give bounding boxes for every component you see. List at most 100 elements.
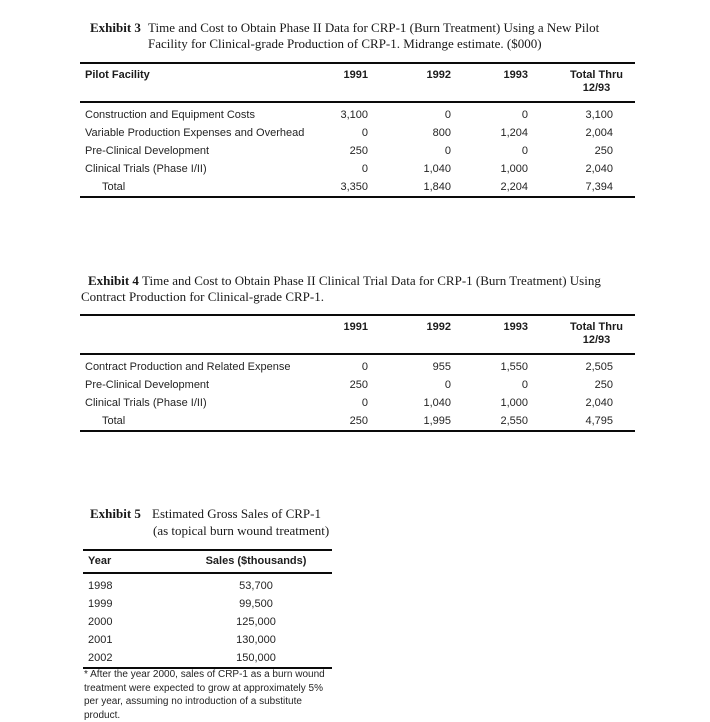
column-header-pilot-facility: Pilot Facility <box>80 63 320 103</box>
table-row: Pre-Clinical Development 250 0 0 250 <box>80 142 635 160</box>
table-row-total: Total 250 1,995 2,550 4,795 <box>80 412 635 431</box>
table-row: Construction and Equipment Costs 3,100 0… <box>80 102 635 124</box>
table-row: Contract Production and Related Expense … <box>80 354 635 376</box>
cell-1991: 3,100 <box>340 109 368 121</box>
column-header-blank <box>80 315 320 355</box>
cell-year: 1999 <box>88 598 113 610</box>
table-row: Pre-Clinical Development 250 0 0 250 <box>80 376 635 394</box>
cell-1992: 800 <box>432 127 451 139</box>
table-row-total: Total 3,350 1,840 2,204 7,394 <box>80 178 635 197</box>
cell-1991: 0 <box>361 397 368 409</box>
cell-1991: 0 <box>361 361 368 373</box>
cell-1991: 0 <box>361 127 368 139</box>
cell-sales: 150,000 <box>236 652 276 664</box>
cell-total: 250 <box>594 145 613 157</box>
cell-1993: 1,000 <box>500 397 528 409</box>
cell-1992: 1,040 <box>423 397 451 409</box>
exhibit3-title-line2: Facility for Clinical-grade Production o… <box>148 36 542 51</box>
cell-1992: 0 <box>444 145 451 157</box>
row-label: Clinical Trials (Phase I/II) <box>85 397 207 409</box>
exhibit5-title-line2: (as topical burn wound treatment) <box>153 523 330 538</box>
column-header-1992: 1992 <box>368 315 451 355</box>
exhibit5-footnote: * After the year 2000, sales of CRP-1 as… <box>84 669 325 721</box>
cell-1991: 0 <box>361 163 368 175</box>
cell-1992: 955 <box>432 361 451 373</box>
cell-total: 2,505 <box>585 361 613 373</box>
cell-1991: 250 <box>349 145 368 157</box>
exhibit3-label: Exhibit 3 <box>90 20 141 35</box>
row-label: Variable Production Expenses and Overhea… <box>85 127 305 139</box>
table-row: Variable Production Expenses and Overhea… <box>80 124 635 142</box>
exhibit4-title-line1: Time and Cost to Obtain Phase II Clinica… <box>142 273 601 288</box>
total-thru-label: Total Thru <box>570 321 623 333</box>
column-header-total-thru: Total Thru 12/93 <box>528 63 635 103</box>
cell-1992: 1,840 <box>423 181 451 193</box>
exhibit3-title-line1: Time and Cost to Obtain Phase II Data fo… <box>148 20 600 35</box>
column-header-year: Year <box>83 550 168 574</box>
table-row: 2001 130,000 <box>83 631 332 649</box>
exhibit4-title-line2: Contract Production for Clinical-grade C… <box>81 289 324 304</box>
cell-1993: 2,550 <box>500 415 528 427</box>
cell-sales: 130,000 <box>236 634 276 646</box>
exhibit4-table: 1991 1992 1993 Total Thru 12/93 Contract… <box>80 314 635 432</box>
table-row: 2000 125,000 <box>83 613 332 631</box>
column-header-1991: 1991 <box>320 315 368 355</box>
cell-sales: 99,500 <box>239 598 273 610</box>
cell-year: 1998 <box>88 580 113 592</box>
row-label: Contract Production and Related Expense <box>85 361 291 373</box>
cell-1992: 0 <box>444 379 451 391</box>
cell-year: 2001 <box>88 634 113 646</box>
cell-sales: 53,700 <box>239 580 273 592</box>
cell-1992: 1,040 <box>423 163 451 175</box>
cell-1993: 0 <box>521 145 528 157</box>
cell-1991: 250 <box>349 415 368 427</box>
cell-1993: 1,204 <box>500 127 528 139</box>
cell-total: 4,795 <box>585 415 613 427</box>
cell-total: 3,100 <box>585 109 613 121</box>
column-header-1993: 1993 <box>451 63 528 103</box>
cell-total: 7,394 <box>585 181 613 193</box>
column-header-total-thru: Total Thru 12/93 <box>528 315 635 355</box>
column-header-1992: 1992 <box>368 63 451 103</box>
row-label: Construction and Equipment Costs <box>85 109 255 121</box>
total-thru-date: 12/93 <box>582 334 611 346</box>
row-label: Total <box>102 181 126 193</box>
exhibit3-header-row: Pilot Facility 1991 1992 1993 Total Thru… <box>80 63 635 103</box>
row-label: Pre-Clinical Development <box>85 145 210 157</box>
cell-total: 2,040 <box>585 163 613 175</box>
exhibit5-header-row: Year Sales ($thousands) <box>83 550 332 574</box>
cell-1993: 1,550 <box>500 361 528 373</box>
cell-1993: 0 <box>521 379 528 391</box>
cell-year: 2000 <box>88 616 113 628</box>
table-row: 1998 53,700 <box>83 573 332 595</box>
cell-1993: 2,204 <box>500 181 528 193</box>
cell-1992: 0 <box>444 109 451 121</box>
table-row: Clinical Trials (Phase I/II) 0 1,040 1,0… <box>80 394 635 412</box>
exhibit5-table: Year Sales ($thousands) 1998 53,700 1999… <box>83 549 332 669</box>
cell-sales: 125,000 <box>236 616 276 628</box>
table-row: Clinical Trials (Phase I/II) 0 1,040 1,0… <box>80 160 635 178</box>
column-header-1993: 1993 <box>451 315 528 355</box>
total-thru-label: Total Thru <box>570 69 623 81</box>
cell-total: 250 <box>594 379 613 391</box>
exhibit5-title-line1: Estimated Gross Sales of CRP-1 <box>152 506 321 521</box>
exhibit4-header-row: 1991 1992 1993 Total Thru 12/93 <box>80 315 635 355</box>
row-label: Total <box>102 415 126 427</box>
cell-1993: 1,000 <box>500 163 528 175</box>
exhibit4-label: Exhibit 4 <box>88 273 139 288</box>
table-row: 2002 150,000 <box>83 649 332 668</box>
total-thru-date: 12/93 <box>582 82 611 94</box>
column-header-sales: Sales ($thousands) <box>168 550 332 574</box>
cell-total: 2,040 <box>585 397 613 409</box>
column-header-1991: 1991 <box>320 63 368 103</box>
table-row: 1999 99,500 <box>83 595 332 613</box>
row-label: Pre-Clinical Development <box>85 379 210 391</box>
cell-year: 2002 <box>88 652 113 664</box>
cell-1992: 1,995 <box>423 415 451 427</box>
cell-1991: 3,350 <box>340 181 368 193</box>
cell-1993: 0 <box>521 109 528 121</box>
row-label: Clinical Trials (Phase I/II) <box>85 163 207 175</box>
exhibit5-label: Exhibit 5 <box>90 506 141 521</box>
cell-total: 2,004 <box>585 127 613 139</box>
